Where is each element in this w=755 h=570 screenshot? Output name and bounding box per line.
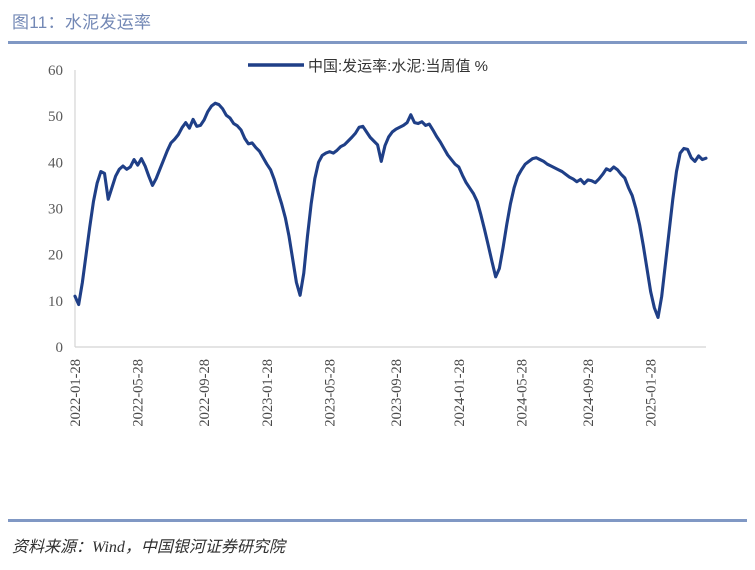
x-tick-label: 2024-05-28 — [514, 359, 530, 427]
x-tick-label: 2023-05-28 — [323, 359, 339, 427]
legend-label: 中国:发运率:水泥:当周值 % — [308, 58, 488, 75]
y-tick-label: 10 — [48, 294, 63, 310]
y-tick-label: 50 — [48, 109, 63, 125]
x-tick-label: 2022-05-28 — [131, 359, 147, 427]
x-tick-label: 2023-01-28 — [260, 359, 276, 427]
chart-legend: 中国:发运率:水泥:当周值 % — [248, 58, 488, 75]
x-tick-label: 2025-01-28 — [644, 359, 660, 427]
y-tick-label: 60 — [48, 63, 63, 79]
y-tick-label: 0 — [56, 340, 64, 356]
figure-header: 图11：水泥发运率 — [12, 8, 743, 42]
y-tick-label: 20 — [48, 248, 63, 264]
y-axis-ticks: 0 10 20 30 40 50 60 — [48, 63, 63, 356]
y-tick-label: 30 — [48, 202, 63, 218]
y-tick-label: 40 — [48, 155, 63, 171]
x-tick-label: 2024-01-28 — [452, 359, 468, 427]
series-line-cement-shipment-rate — [73, 101, 708, 319]
x-tick-label: 2023-09-28 — [389, 359, 405, 427]
page-title: 图11：水泥发运率 — [12, 13, 152, 32]
chart-container: 0 10 20 30 40 50 60 2022-01-28 2022-05-28 2022-0… — [0, 50, 755, 515]
x-axis-ticks: 2022-01-28 2022-05-28 2022-09-28 2023-01-28… — [68, 359, 660, 427]
x-tick-label: 2022-09-28 — [197, 359, 213, 427]
header-divider — [8, 41, 747, 44]
x-tick-label: 2024-09-28 — [581, 359, 597, 427]
x-tick-label: 2022-01-28 — [68, 359, 84, 427]
source-note: 资料来源：Wind，中国银河证券研究院 — [12, 539, 285, 556]
footer-divider — [8, 519, 747, 522]
